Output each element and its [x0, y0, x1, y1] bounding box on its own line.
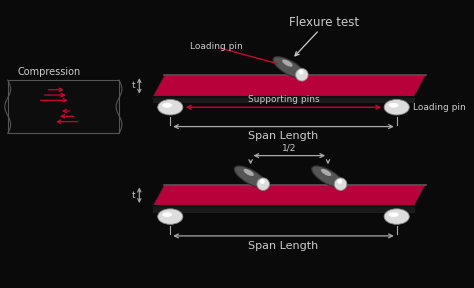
Bar [8, 80, 119, 133]
Polygon shape [153, 206, 414, 212]
Ellipse shape [162, 103, 172, 108]
Ellipse shape [273, 57, 306, 78]
Ellipse shape [260, 179, 265, 184]
Ellipse shape [162, 212, 172, 217]
Ellipse shape [312, 166, 344, 188]
Ellipse shape [384, 209, 409, 224]
Ellipse shape [389, 103, 399, 108]
Text: Supporting pins: Supporting pins [248, 95, 319, 104]
Ellipse shape [158, 99, 183, 115]
Ellipse shape [321, 169, 331, 176]
Text: Flexure test: Flexure test [289, 16, 359, 29]
Text: Span Length: Span Length [248, 241, 319, 251]
Ellipse shape [299, 70, 303, 75]
Ellipse shape [244, 169, 254, 176]
Ellipse shape [257, 178, 269, 190]
Polygon shape [153, 185, 426, 206]
Ellipse shape [389, 212, 399, 217]
Polygon shape [153, 96, 414, 103]
Ellipse shape [282, 60, 292, 67]
Text: t: t [132, 82, 136, 90]
Ellipse shape [234, 166, 267, 188]
Ellipse shape [337, 179, 342, 184]
Ellipse shape [158, 209, 183, 224]
Ellipse shape [334, 178, 347, 190]
Text: Compression: Compression [18, 67, 81, 77]
Ellipse shape [296, 69, 308, 81]
Text: Span Length: Span Length [248, 131, 319, 141]
Text: Loading pin: Loading pin [190, 42, 242, 51]
Text: 1/2: 1/2 [282, 144, 297, 153]
Text: Loading pin: Loading pin [413, 103, 466, 112]
Polygon shape [153, 75, 426, 96]
Text: t: t [132, 191, 136, 200]
Ellipse shape [384, 99, 409, 115]
